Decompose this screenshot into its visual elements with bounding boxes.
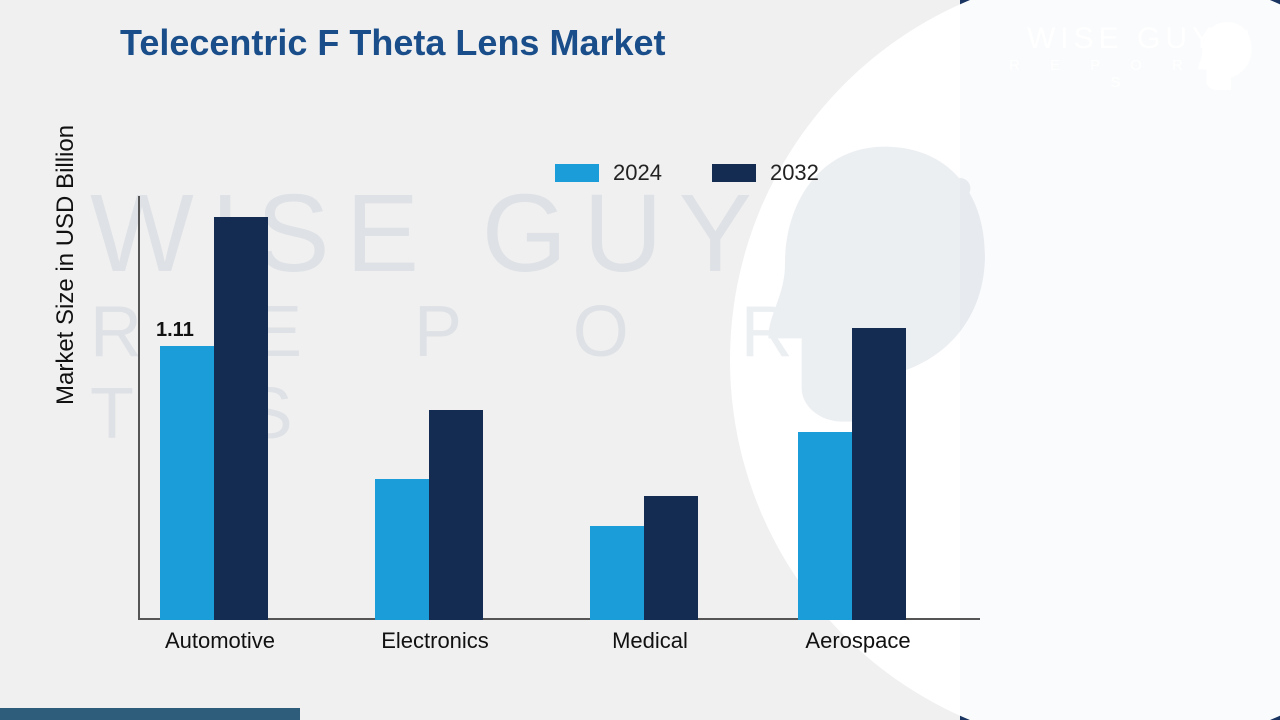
chart-canvas: WISE GUY R E P O R T S Telecentric F The… (0, 0, 1280, 720)
bar-aerospace-2024 (798, 432, 852, 620)
bar-aerospace-2032 (852, 328, 906, 620)
category-label-electronics: Electronics (335, 628, 535, 654)
chart-title: Telecentric F Theta Lens Market (120, 22, 666, 64)
bar-automotive-2024 (160, 346, 214, 620)
category-label-automotive: Automotive (120, 628, 320, 654)
legend-item-2024: 2024 (555, 160, 662, 186)
bar-automotive-2032 (214, 217, 268, 620)
bar-electronics-2032 (429, 410, 483, 620)
legend-item-2032: 2032 (712, 160, 819, 186)
brand-head-icon (1196, 18, 1258, 92)
y-axis-label: Market Size in USD Billion (52, 125, 80, 405)
bar-medical-2032 (644, 496, 698, 620)
category-labels: AutomotiveElectronicsMedicalAerospace (130, 620, 950, 660)
legend-label-2032: 2032 (770, 160, 819, 186)
legend-label-2024: 2024 (613, 160, 662, 186)
bottom-accent-bar (0, 708, 300, 720)
y-axis-line (138, 196, 140, 620)
legend: 2024 2032 (555, 160, 819, 186)
plot-area: 1.11 (130, 200, 950, 620)
value-label-automotive-2024: 1.11 (156, 319, 194, 342)
bar-medical-2024 (590, 526, 644, 620)
brand-logo: WISE GUY R E P O R T S (992, 22, 1252, 91)
legend-swatch-2032 (712, 164, 756, 182)
bar-electronics-2024 (375, 479, 429, 620)
category-label-medical: Medical (550, 628, 750, 654)
category-label-aerospace: Aerospace (758, 628, 958, 654)
legend-swatch-2024 (555, 164, 599, 182)
